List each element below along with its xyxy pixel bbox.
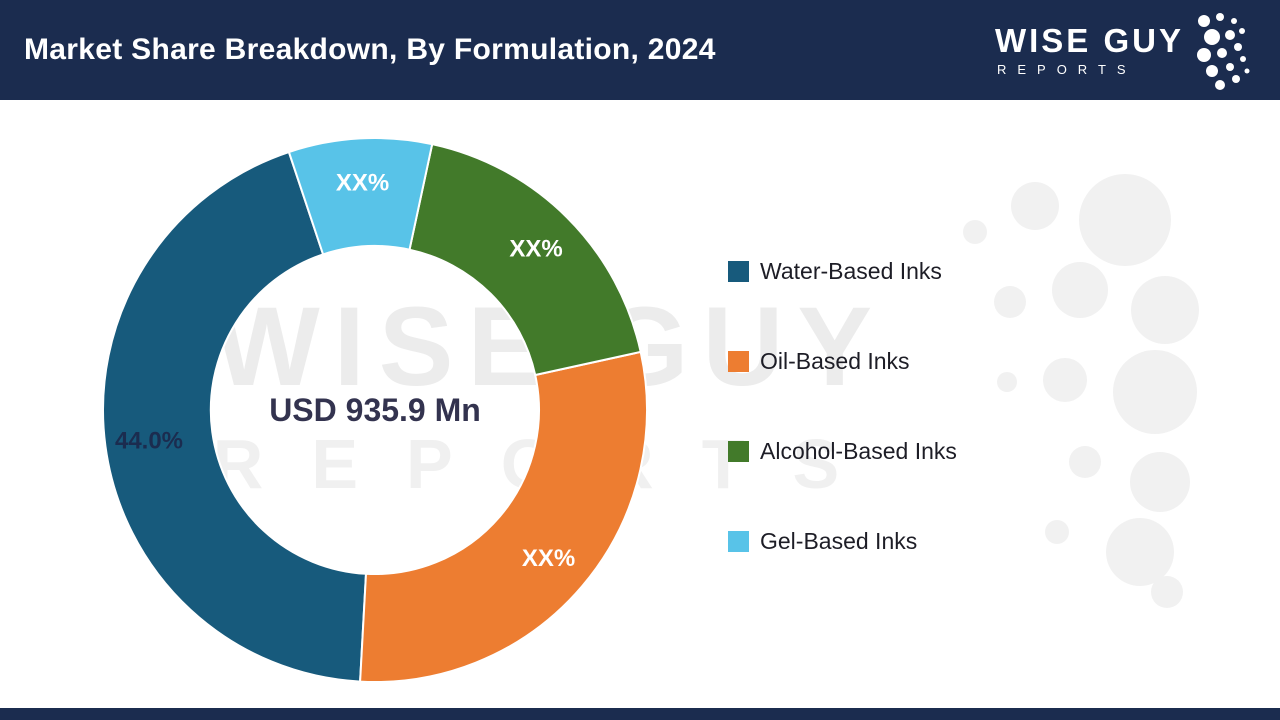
brand-name: WISE GUY [994, 21, 1184, 59]
brand-subtitle: REPORTS [996, 61, 1137, 77]
segment-label: 44.0% [115, 427, 183, 454]
legend-label: Alcohol-Based Inks [760, 437, 957, 464]
footer-bar [0, 708, 1280, 720]
chart-legend: Water-Based Inks Oil-Based Inks Alcohol-Ba… [728, 258, 957, 554]
donut-segment-alcohol-based-inks [408, 142, 642, 377]
segment-label: XX% [336, 169, 389, 196]
header-bar: Market Share Breakdown, By Formulation, … [0, 0, 1280, 100]
legend-label: Water-Based Inks [760, 257, 942, 284]
legend-swatch [728, 260, 749, 282]
legend-item: Oil-Based Inks [728, 348, 957, 374]
logo-head-dots-icon [1197, 13, 1250, 90]
legend-swatch [728, 530, 749, 552]
donut-chart: 44.0% XX% XX% XX% USD 935.9 Mn [102, 137, 648, 684]
donut-center-value: USD 935.9 Mn [269, 392, 481, 428]
page-title: Market Share Breakdown, By Formulation, … [24, 33, 716, 66]
legend-label: Oil-Based Inks [760, 347, 910, 374]
legend-item: Alcohol-Based Inks [728, 438, 957, 464]
legend-swatch [728, 350, 749, 372]
legend-item: Water-Based Inks [728, 258, 957, 284]
brand-logo: WISE GUY REPORTS [995, 7, 1256, 93]
donut-segment-gel-based-inks [287, 137, 434, 256]
background-head-graphic [963, 174, 1199, 608]
donut-segment-water-based-inks [102, 150, 368, 683]
donut-segment-oil-based-inks [359, 350, 648, 684]
legend-swatch [728, 440, 749, 462]
brand-logo-text: WISE GUY REPORTS [995, 24, 1184, 77]
legend-label: Gel-Based Inks [760, 527, 918, 554]
segment-label: XX% [509, 236, 562, 263]
legend-item: Gel-Based Inks [728, 528, 957, 554]
segment-label: XX% [522, 545, 575, 572]
